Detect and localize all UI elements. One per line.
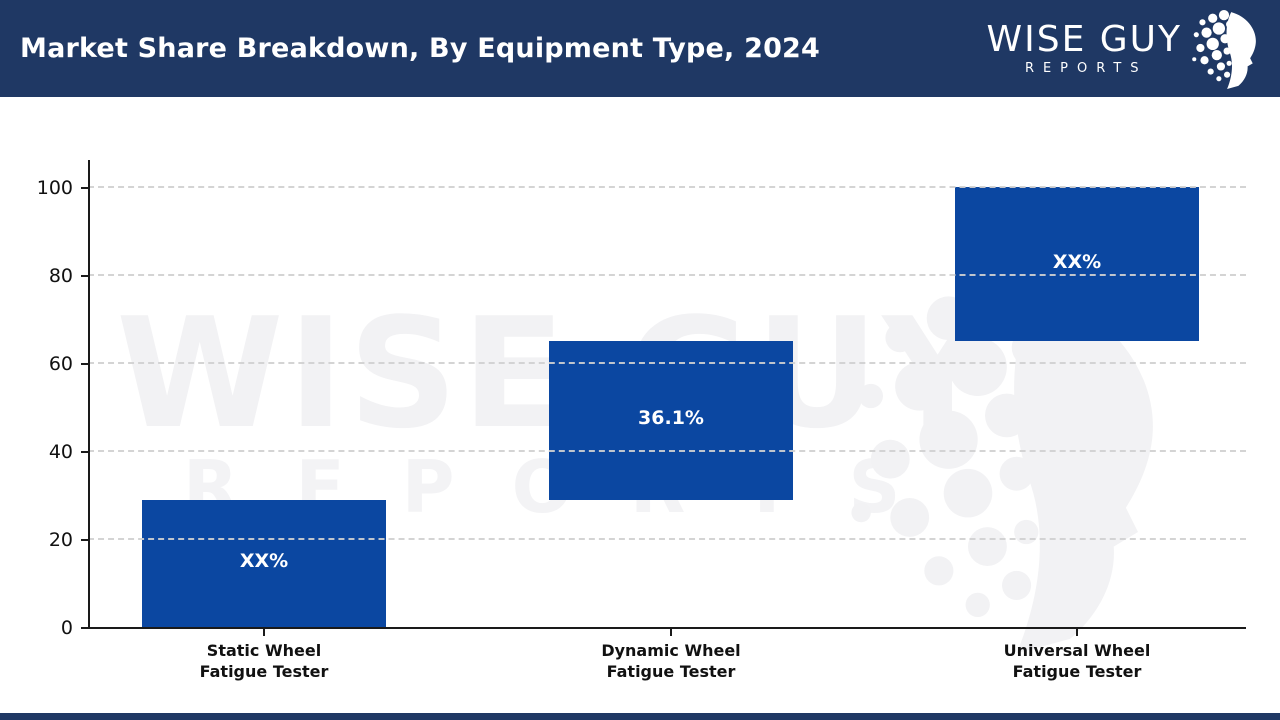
bar-segment-1	[142, 499, 386, 627]
gridline-20	[88, 538, 1246, 540]
logo-head-icon	[1192, 9, 1256, 89]
y-tick-label-20: 20	[48, 529, 73, 551]
category-label-2: Dynamic Wheel Fatigue Tester	[511, 640, 831, 682]
category-label-line: Fatigue Tester	[1012, 662, 1142, 681]
category-label-line: Dynamic Wheel	[601, 641, 741, 660]
x-axis-line	[87, 627, 1246, 629]
gridline-40	[88, 450, 1246, 452]
x-tickmark-2	[670, 629, 672, 636]
bar-segment-2	[549, 341, 793, 500]
page-title: Market Share Breakdown, By Equipment Typ…	[20, 33, 821, 64]
logo-wordmark-main: WISE GUY	[986, 19, 1182, 60]
y-axis-line	[88, 160, 90, 629]
x-tickmark-1	[263, 629, 265, 636]
logo-wordmark-sub: REPORTS	[1024, 61, 1148, 76]
y-tick-label-40: 40	[48, 441, 73, 463]
gridline-80	[88, 274, 1246, 276]
y-tick-label-100: 100	[36, 177, 73, 199]
footer-bar	[0, 713, 1280, 720]
y-tickmark-40	[81, 451, 88, 453]
category-label-3: Universal Wheel Fatigue Tester	[917, 640, 1237, 682]
category-label-line: Fatigue Tester	[199, 662, 329, 681]
y-tickmark-60	[81, 363, 88, 365]
y-tickmark-80	[81, 275, 88, 277]
bar-value-label-2: 36.1%	[638, 407, 704, 430]
bar-value-label-3: XX%	[1052, 251, 1102, 273]
y-tickmark-100	[81, 187, 88, 189]
category-label-line: Static Wheel	[206, 641, 322, 660]
y-tickmark-0	[81, 627, 88, 629]
header: Market Share Breakdown, By Equipment Typ…	[0, 0, 1280, 97]
category-label-line: Universal Wheel	[1003, 641, 1151, 660]
logo-wordmark: WISE GUY REPORTS	[986, 19, 1183, 76]
y-tickmark-20	[81, 539, 88, 541]
bar-value-label-1: XX%	[239, 550, 289, 573]
gridline-100	[88, 186, 1246, 188]
y-tick-label-80: 80	[48, 265, 73, 287]
category-label-1: Static Wheel Fatigue Tester	[104, 640, 424, 682]
y-tick-label-60: 60	[48, 353, 73, 375]
category-label-line: Fatigue Tester	[606, 662, 736, 681]
gridline-60	[88, 362, 1246, 364]
y-tick-label-0: 0	[60, 617, 73, 639]
wise-guy-reports-logo: WISE GUY REPORTS	[987, 9, 1261, 89]
x-tickmark-3	[1076, 629, 1078, 636]
